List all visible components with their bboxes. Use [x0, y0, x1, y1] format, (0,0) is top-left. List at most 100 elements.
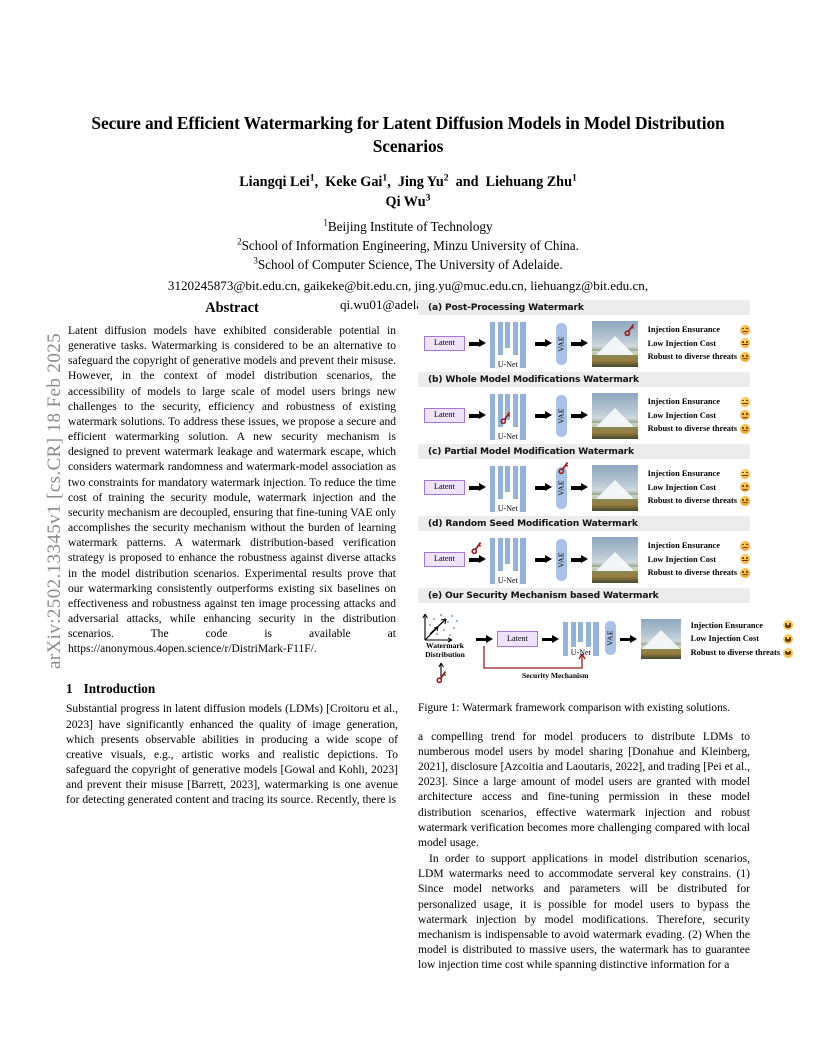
rating-emoji-neutral-icon: [740, 554, 751, 565]
figure-panel-e: (e) Our Security Mechanism based Waterma…: [418, 588, 794, 687]
affiliation-3: 3School of Computer Science, The Univers…: [66, 255, 750, 274]
author-5: Qi Wu: [385, 194, 426, 211]
section-number: 1: [66, 681, 73, 697]
watermark-key-icon: [436, 670, 447, 684]
panel-e-criteria: Injection Ensurance Low Injection Cost R…: [690, 619, 794, 660]
generated-image: [591, 320, 638, 367]
panel-a-diagram: Latent U-Net VAE: [418, 315, 751, 372]
page-title: Secure and Efficient Watermarking for La…: [91, 113, 725, 156]
generated-image: [591, 536, 638, 583]
latent-box: Latent: [424, 479, 465, 496]
author-5-affil-marker: 3: [425, 192, 431, 204]
right-column-paragraph-1: a compelling trend for model producers t…: [418, 730, 750, 849]
abstract-heading: Abstract: [205, 300, 259, 316]
criterion-row: Injection Ensurance: [648, 467, 751, 481]
criterion-label: Injection Ensurance: [647, 541, 720, 551]
author-3: Jing Yu: [397, 173, 444, 190]
security-mechanism-label: Security Mechanism: [522, 671, 589, 680]
paper-page: Secure and Efficient Watermarking for La…: [66, 0, 794, 1056]
rating-emoji-happy-icon: [783, 633, 794, 644]
rating-emoji-sad-icon: [740, 324, 751, 335]
latent-box: Latent: [424, 407, 465, 424]
vae-block: VAE: [555, 461, 568, 509]
panel-d-title: (d) Random Seed Modification Watermark: [418, 516, 750, 531]
title-block: Secure and Efficient Watermarking for La…: [66, 0, 750, 314]
criterion-label: Robust to diverse threats: [690, 647, 781, 657]
rating-emoji-sad-icon: [740, 496, 751, 507]
rating-emoji-sad-icon: [740, 540, 751, 551]
criterion-row: Low Injection Cost: [648, 553, 751, 567]
arrow-right-icon: [570, 555, 588, 563]
affiliation-2-marker: 2: [237, 236, 242, 247]
criterion-row: Injection Ensurance: [647, 323, 751, 337]
arrow-right-icon: [541, 634, 559, 643]
affiliation-1-text: Beijing Institute of Technology: [327, 219, 493, 235]
rating-emoji-sad-icon: [740, 424, 751, 435]
panel-c-diagram: Latent U-Net VAE: [418, 459, 751, 516]
author-1: Liangqi Lei: [239, 173, 310, 190]
arrow-right-icon: [534, 555, 552, 563]
authors-and: and: [455, 173, 479, 190]
criterion-label: Low Injection Cost: [690, 634, 760, 644]
unet-block: U-Net: [489, 465, 526, 513]
author-3-affil-marker: 2: [443, 172, 449, 184]
rating-emoji-neutral-icon: [740, 396, 751, 407]
figure-panel-d: (d) Random Seed Modification Watermark L…: [418, 516, 751, 588]
vae-label: VAE: [556, 407, 566, 424]
latent-box: Latent: [497, 631, 538, 647]
criterion-row: Injection Ensurance: [648, 395, 751, 409]
panel-d-criteria: Injection Ensurance Low Injection Cost R…: [647, 539, 751, 580]
criterion-row: Low Injection Cost: [648, 481, 751, 495]
affiliation-3-marker: 3: [253, 255, 258, 266]
arrow-right-icon: [534, 411, 552, 419]
rating-emoji-happy-icon: [783, 620, 794, 631]
criterion-row: Robust to diverse threats: [647, 350, 751, 364]
vae-block: VAE: [555, 538, 567, 581]
rating-emoji-sad-icon: [740, 410, 751, 421]
panel-b-criteria: Injection Ensurance Low Injection Cost R…: [647, 395, 751, 436]
affiliation-1-marker: 1: [323, 217, 328, 228]
watermark-distribution-label: Watermark Distribution: [418, 641, 472, 660]
arxiv-stamp: arXiv:2502.13345v1 [cs.CR] 18 Feb 2025: [44, 332, 65, 670]
figure-panel-a: (a) Post-Processing Watermark Latent U-N…: [418, 300, 751, 372]
criterion-label: Injection Ensurance: [690, 620, 763, 630]
author-4-affil-marker: 1: [571, 172, 577, 184]
generated-image: [591, 392, 638, 439]
panel-b-title: (b) Whole Model Modifications Watermark: [418, 372, 750, 387]
criterion-row: Robust to diverse threats: [647, 422, 751, 436]
criterion-row: Injection Ensurance: [647, 539, 751, 553]
criterion-row: Robust to diverse threats: [690, 646, 794, 660]
arrow-right-icon: [570, 483, 588, 491]
rating-emoji-happy-icon: [783, 647, 794, 658]
wdist-line-1: Watermark: [426, 641, 464, 650]
rating-emoji-neutral-icon: [740, 338, 751, 349]
panel-d-diagram: Latent U-Net: [418, 531, 751, 588]
criterion-label: Robust to diverse threats: [647, 352, 738, 362]
criterion-row: Low Injection Cost: [648, 337, 751, 351]
wdist-line-2: Distribution: [425, 649, 465, 659]
arrow-right-icon: [619, 634, 637, 643]
criterion-row: Robust to diverse threats: [647, 566, 751, 580]
unet-block: U-Net: [489, 537, 526, 585]
author-2: Keke Gai: [325, 173, 383, 190]
unet-label: U-Net: [570, 648, 591, 657]
criterion-row: Injection Ensurance: [690, 619, 794, 633]
watermark-distribution-plot: Watermark Distribution: [418, 608, 472, 684]
criterion-label: Injection Ensurance: [647, 325, 720, 335]
left-column: Abstract Latent diffusion models have ex…: [66, 300, 398, 973]
watermark-key-icon: [558, 461, 569, 474]
vae-label: VAE: [556, 551, 566, 568]
arrow-right-icon: [534, 339, 552, 347]
vae-block: VAE: [555, 394, 567, 437]
unet-label: U-Net: [497, 503, 518, 513]
criterion-label: Robust to diverse threats: [647, 424, 738, 434]
criterion-label: Robust to diverse threats: [647, 568, 738, 578]
authors-line: Liangqi Lei1, Keke Gai1, Jing Yu2 and Li…: [239, 172, 577, 211]
abstract-text: Latent diffusion models have exhibited c…: [68, 325, 396, 656]
unet-block: U-Net: [489, 393, 526, 441]
author-1-affil-marker: 1: [309, 172, 315, 184]
arrow-right-icon: [570, 339, 588, 347]
criterion-label: Robust to diverse threats: [647, 496, 738, 506]
arrow-right-icon: [570, 411, 588, 419]
vae-label: VAE: [556, 479, 566, 496]
